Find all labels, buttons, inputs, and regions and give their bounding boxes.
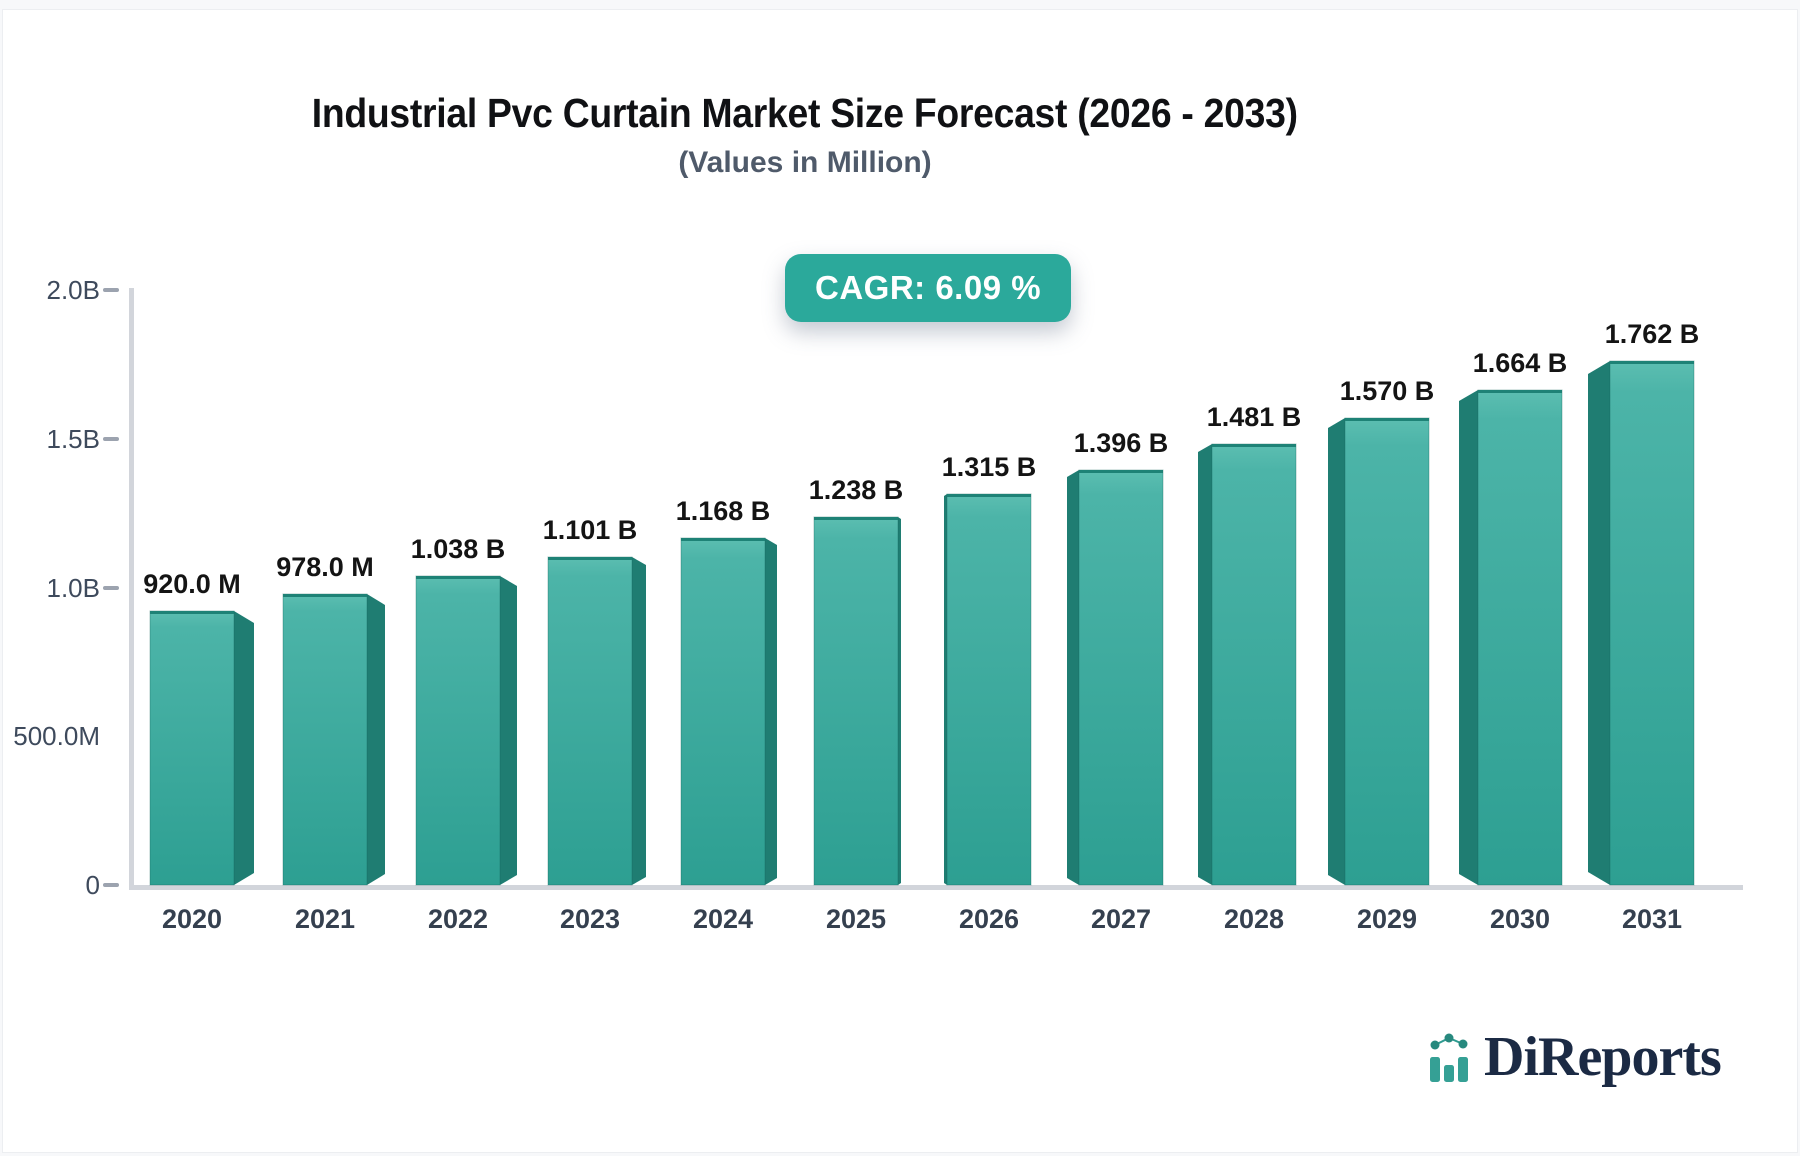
bar-side-3d [632, 557, 646, 885]
bar [946, 493, 1032, 886]
direports-logo-text: DiReports [1484, 1026, 1722, 1089]
bar [149, 610, 235, 886]
bar-value-label: 1.168 B [675, 496, 771, 526]
chart-subtitle: (Values in Million) [678, 146, 932, 179]
bar [680, 537, 766, 886]
x-axis-label: 2025 [825, 904, 887, 934]
y-axis-label: 500.0M [13, 721, 100, 751]
bar-side-3d [1588, 361, 1610, 885]
direports-logo-icon [1430, 1033, 1468, 1082]
x-axis-label: 2031 [1621, 904, 1683, 934]
bar [1078, 469, 1164, 886]
bar [1609, 360, 1695, 886]
bar [282, 593, 368, 886]
bar-side-3d [500, 576, 517, 885]
bar-side-3d [367, 594, 385, 885]
x-axis-label: 2029 [1356, 904, 1418, 934]
x-axis-label: 2024 [692, 904, 754, 934]
bar-side-3d [1198, 444, 1212, 885]
bar-value-label: 1.481 B [1206, 402, 1302, 432]
bar-value-label: 1.664 B [1472, 348, 1568, 378]
bar-side-3d [898, 517, 901, 885]
x-axis-label: 2027 [1090, 904, 1152, 934]
y-axis-tick [103, 437, 119, 441]
y-axis-line [129, 288, 134, 890]
y-axis-label: 1.0B [46, 573, 101, 603]
x-axis-label: 2020 [161, 904, 223, 934]
bar-side-3d [1067, 470, 1079, 885]
x-axis-label: 2028 [1223, 904, 1285, 934]
bar-value-label: 1.315 B [941, 452, 1037, 482]
bar-value-label: 1.101 B [542, 515, 638, 545]
x-axis-label: 2026 [958, 904, 1020, 934]
bar-side-3d [765, 538, 777, 885]
x-axis-label: 2022 [427, 904, 489, 934]
x-axis-label: 2021 [294, 904, 356, 934]
bar [1344, 417, 1430, 886]
bar [415, 575, 501, 886]
bar [1211, 443, 1297, 886]
x-axis-label: 2023 [559, 904, 621, 934]
bar-value-label: 978.0 M [276, 552, 374, 582]
bar-side-3d [1459, 390, 1478, 885]
y-axis-tick [103, 586, 119, 590]
bar-value-label: 920.0 M [143, 569, 241, 599]
bar-value-label: 1.038 B [410, 534, 506, 564]
y-axis-tick [103, 288, 119, 292]
bar [1477, 389, 1563, 886]
y-axis-label: 1.5B [46, 424, 101, 454]
y-axis-label: 0 [85, 870, 100, 900]
cagr-badge: CAGR: 6.09 % [785, 254, 1072, 322]
title-row: Industrial Pvc Curtain Market Size Forec… [5, 90, 1605, 137]
bar-value-label: 1.762 B [1604, 319, 1700, 349]
bar-value-label: 1.570 B [1339, 376, 1435, 406]
y-axis-label: 2.0B [46, 275, 101, 305]
page-title: Industrial Pvc Curtain Market Size Forec… [312, 90, 1298, 136]
x-axis-line [129, 885, 1743, 890]
direports-logo: DiReports [1428, 1026, 1722, 1089]
bar-side-3d [944, 494, 947, 885]
bar-side-3d [1328, 418, 1345, 885]
x-axis-label: 2030 [1489, 904, 1551, 934]
bar-value-label: 1.396 B [1073, 428, 1169, 458]
bar-value-label: 1.238 B [808, 475, 904, 505]
y-axis-tick [103, 883, 119, 887]
bar-side-3d [234, 611, 254, 885]
bar [547, 556, 633, 886]
bar [813, 516, 899, 886]
